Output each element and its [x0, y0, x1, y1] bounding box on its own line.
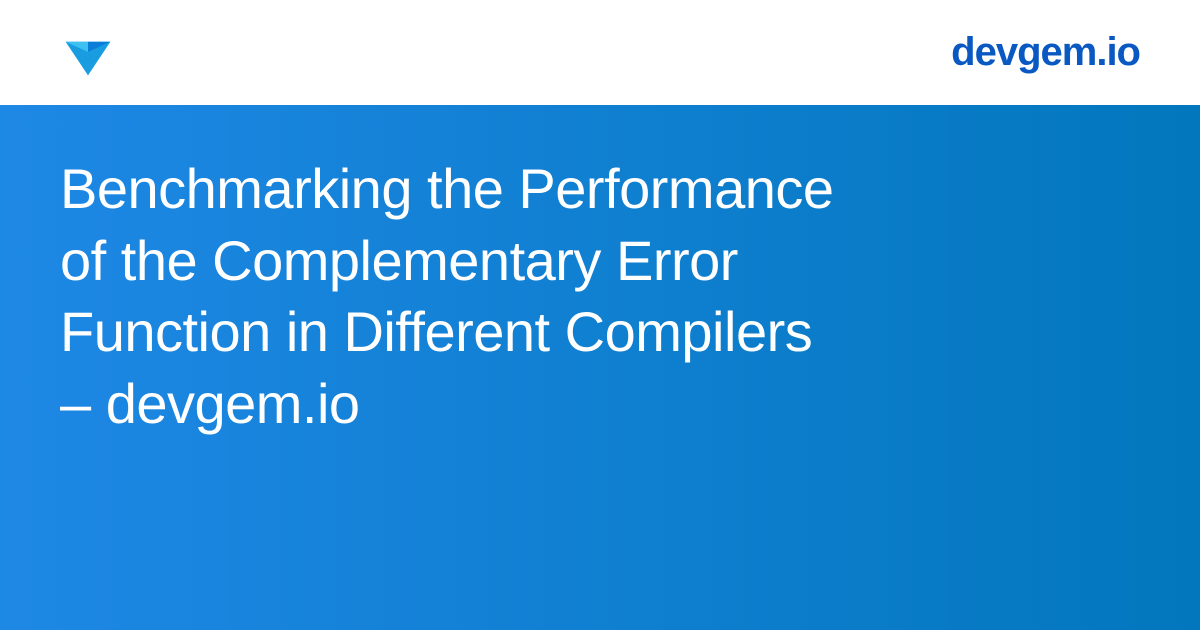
header-bar: devgem.io: [0, 0, 1200, 105]
page-title: Benchmarking the Performance of the Comp…: [60, 153, 840, 440]
social-card: devgem.io Benchmarking the Performance o…: [0, 0, 1200, 630]
logo: [60, 25, 116, 81]
brand-name: devgem.io: [951, 30, 1140, 75]
hero-panel: Benchmarking the Performance of the Comp…: [0, 105, 1200, 630]
gem-icon: [60, 25, 116, 81]
